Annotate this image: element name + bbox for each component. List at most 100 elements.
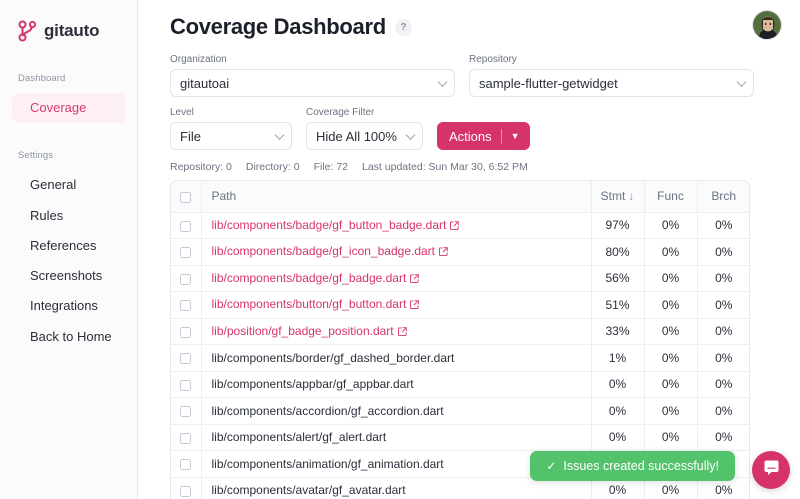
file-path-link[interactable]: lib/components/badge/gf_button_badge.dar… [201,212,592,239]
row-checkbox[interactable] [180,432,192,444]
filters-row-primary: Organization gitautoai Repository sample… [170,54,782,97]
file-path-text: lib/components/appbar/gf_appbar.dart [201,371,592,398]
coverage-filter-label: Coverage Filter [306,107,375,118]
file-path-text: lib/components/accordion/gf_accordion.da… [201,397,592,425]
repository-field: Repository sample-flutter-getwidget [469,54,754,97]
column-header-brch-label: Brch [711,189,737,204]
level-field: Level File [170,107,292,150]
file-path-label: lib/components/accordion/gf_accordion.da… [211,403,444,418]
file-path-text: lib/components/border/gf_dashed_border.d… [201,344,592,372]
organization-value: gitautoai [180,75,230,91]
file-path-label: lib/components/border/gf_dashed_border.d… [211,350,455,365]
table-row[interactable]: lib/components/badge/gf_button_badge.dar… [171,212,749,239]
sidebar-item-coverage[interactable]: Coverage [12,93,125,124]
row-checkbox-cell [171,344,202,372]
help-icon[interactable]: ? [394,18,412,36]
table-row[interactable]: lib/components/button/gf_button.dart 51% 0… [171,291,749,319]
sidebar-item-label: Coverage [30,100,87,115]
stmt-value: 33% [591,318,645,345]
actions-divider [500,128,502,144]
brand-logo[interactable]: gitauto [0,16,137,46]
file-path-text: lib/components/avatar/gf_avatar.dart [201,477,592,499]
table-header-row: Path Stmt ↓ Func Brch [171,181,749,213]
sort-desc-icon: ↓ [628,189,635,204]
avatar[interactable] [752,10,782,40]
row-checkbox[interactable] [180,247,192,259]
func-value: 0% [644,291,698,319]
table-row[interactable]: lib/components/badge/gf_badge.dart 56% 0% 0… [171,265,749,292]
chevron-down-icon [274,130,285,140]
external-link-icon[interactable] [397,325,407,339]
column-header-func[interactable]: Func [644,181,698,213]
row-checkbox[interactable] [180,353,192,365]
file-path-link[interactable]: lib/components/button/gf_button.dart [201,291,592,319]
table-body: lib/components/badge/gf_button_badge.dar… [171,212,749,499]
stmt-value: 56% [591,265,645,292]
func-value: 0% [644,344,698,372]
page-title: Coverage Dashboard [170,14,386,39]
external-link-icon[interactable] [450,219,460,233]
level-label: Level [170,107,194,118]
brch-value: 0% [697,371,749,398]
column-header-stmt[interactable]: Stmt ↓ [591,181,645,213]
row-checkbox-cell [171,477,202,499]
table-row[interactable]: lib/components/accordion/gf_accordion.da… [171,397,749,425]
row-checkbox-cell [171,424,202,451]
brch-value: 0% [697,291,749,319]
file-path-link[interactable]: lib/components/badge/gf_badge.dart [201,265,592,292]
row-checkbox[interactable] [180,326,192,338]
table-row[interactable]: lib/components/alert/gf_alert.dart 0% 0% 0% [171,424,749,451]
table-row[interactable]: lib/components/border/gf_dashed_border.d… [171,344,749,372]
external-link-icon[interactable] [410,272,420,286]
sidebar-item-references[interactable]: References [12,231,125,261]
row-checkbox[interactable] [180,459,192,471]
file-path-link[interactable]: lib/components/badge/gf_icon_badge.dart [201,238,592,266]
brch-value: 0% [697,397,749,425]
file-path-label: lib/position/gf_badge_position.dart [211,323,394,338]
file-path-label: lib/components/badge/gf_icon_badge.dart [211,244,436,259]
file-path-label: lib/components/badge/gf_badge.dart [211,270,407,285]
file-path-label: lib/components/avatar/gf_avatar.dart [211,483,406,498]
chat-widget-button[interactable] [752,451,790,489]
caret-down-icon[interactable]: ▼ [510,130,520,141]
level-select[interactable]: File [170,122,292,150]
stat-last-updated: Last updated: Sun Mar 30, 6:52 PM [362,161,528,173]
table-row[interactable]: lib/components/badge/gf_icon_badge.dart 8… [171,238,749,266]
column-header-brch[interactable]: Brch [697,181,749,213]
git-branch-icon [18,20,37,42]
external-link-icon[interactable] [410,298,420,312]
brch-value: 0% [697,477,749,499]
row-checkbox[interactable] [180,406,192,418]
repository-label: Repository [469,54,517,65]
func-value: 0% [644,397,698,425]
external-link-icon[interactable] [439,245,448,259]
title-row: Coverage Dashboard ? [170,14,782,40]
repository-select[interactable]: sample-flutter-getwidget [469,69,754,97]
sidebar-item-integrations[interactable]: Integrations [12,291,125,321]
actions-button-label: Actions [449,128,492,144]
coverage-filter-field: Coverage Filter Hide All 100% [306,107,423,150]
sidebar-item-rules[interactable]: Rules [12,201,125,231]
table-row[interactable]: lib/components/appbar/gf_appbar.dart 0% 0%… [171,371,749,398]
table-row[interactable]: lib/components/avatar/gf_avatar.dart 0% 0%… [171,477,749,499]
select-all-checkbox[interactable] [180,191,192,203]
row-checkbox[interactable] [180,379,192,391]
sidebar-item-screenshots[interactable]: Screenshots [12,261,125,291]
file-path-link[interactable]: lib/position/gf_badge_position.dart [201,318,592,345]
row-checkbox[interactable] [180,300,192,312]
file-path-text: lib/components/animation/gf_animation.da… [201,450,592,478]
organization-field: Organization gitautoai [170,54,455,97]
actions-button[interactable]: Actions ▼ [437,122,530,150]
table-row[interactable]: lib/position/gf_badge_position.dart 33% 0%… [171,318,749,345]
row-checkbox[interactable] [180,485,192,497]
sidebar-item-label: References [30,237,97,253]
sidebar-item-label: Integrations [30,298,98,314]
coverage-filter-select[interactable]: Hide All 100% [306,122,423,150]
column-header-path[interactable]: Path [201,181,592,213]
sidebar-item-back-to-home[interactable]: Back to Home [12,322,125,352]
sidebar-item-general[interactable]: General [12,170,125,200]
sidebar-item-label: General [30,177,77,193]
row-checkbox[interactable] [180,220,192,232]
row-checkbox[interactable] [180,273,192,285]
organization-select[interactable]: gitautoai [170,69,455,97]
